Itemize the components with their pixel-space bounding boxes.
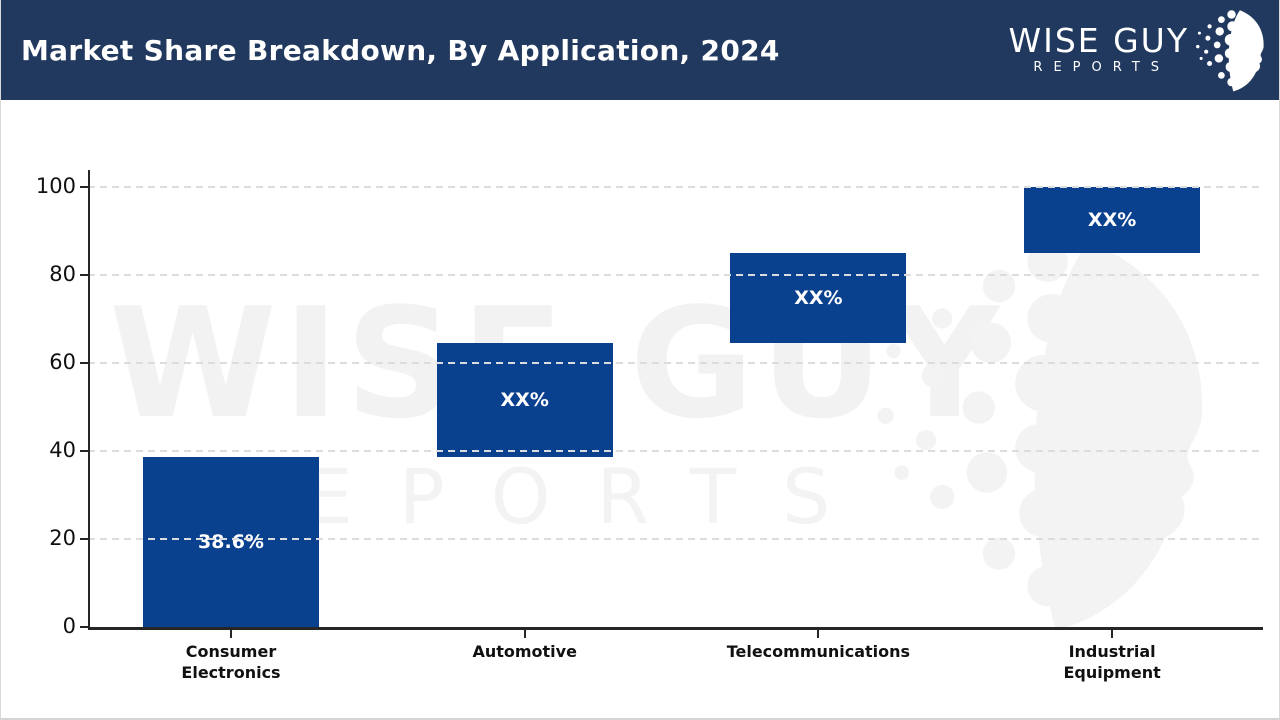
wiseguy-head-icon bbox=[1196, 10, 1264, 92]
y-tick bbox=[80, 186, 88, 188]
bar-value-label: 38.6% bbox=[198, 531, 264, 554]
x-tick bbox=[230, 630, 232, 638]
logo-name: WISE GUY bbox=[1008, 21, 1189, 60]
y-tick-label: 40 bbox=[49, 438, 76, 462]
x-tick bbox=[817, 630, 820, 638]
gridline bbox=[88, 362, 1263, 364]
chart-title: Market Share Breakdown, By Application, … bbox=[21, 33, 780, 67]
y-tick bbox=[80, 362, 88, 364]
header: Market Share Breakdown, By Application, … bbox=[1, 0, 1279, 100]
y-axis-line bbox=[88, 170, 90, 629]
y-tick bbox=[80, 450, 88, 452]
y-tick bbox=[80, 626, 88, 628]
y-tick bbox=[80, 538, 88, 540]
bar: XX% bbox=[730, 252, 907, 344]
x-category-label: Consumer Electronics bbox=[181, 642, 281, 682]
gridline bbox=[88, 186, 1263, 188]
watermark-head-icon bbox=[877, 241, 1203, 631]
bar-value-label: XX% bbox=[794, 286, 843, 309]
gridline bbox=[88, 274, 1263, 276]
x-tick bbox=[1111, 630, 1114, 638]
gridline bbox=[88, 538, 1263, 540]
bar-value-label: XX% bbox=[500, 389, 549, 412]
y-tick bbox=[80, 274, 88, 276]
x-category-label: Industrial Equipment bbox=[1063, 642, 1161, 682]
y-tick-label: 20 bbox=[49, 526, 76, 550]
wiseguy-logo: WISE GUY REPORTS bbox=[1008, 6, 1267, 94]
x-tick bbox=[523, 630, 526, 638]
chart-area: WISE GUY REPORTS bbox=[1, 100, 1279, 718]
logo-subtitle: REPORTS bbox=[1033, 60, 1171, 75]
x-category-label: Automotive bbox=[472, 642, 577, 661]
bar: XX% bbox=[1024, 187, 1201, 253]
bar: XX% bbox=[436, 343, 613, 458]
bar-value-label: XX% bbox=[1087, 208, 1137, 231]
bar: 38.6% bbox=[143, 457, 319, 627]
y-tick-label: 80 bbox=[49, 262, 76, 286]
y-tick-label: 0 bbox=[62, 614, 76, 638]
y-tick-label: 60 bbox=[49, 350, 76, 374]
gridline bbox=[88, 450, 1263, 452]
x-axis-line bbox=[88, 627, 1263, 630]
y-tick-label: 100 bbox=[35, 174, 76, 198]
x-category-label: Telecommunications bbox=[726, 642, 911, 661]
